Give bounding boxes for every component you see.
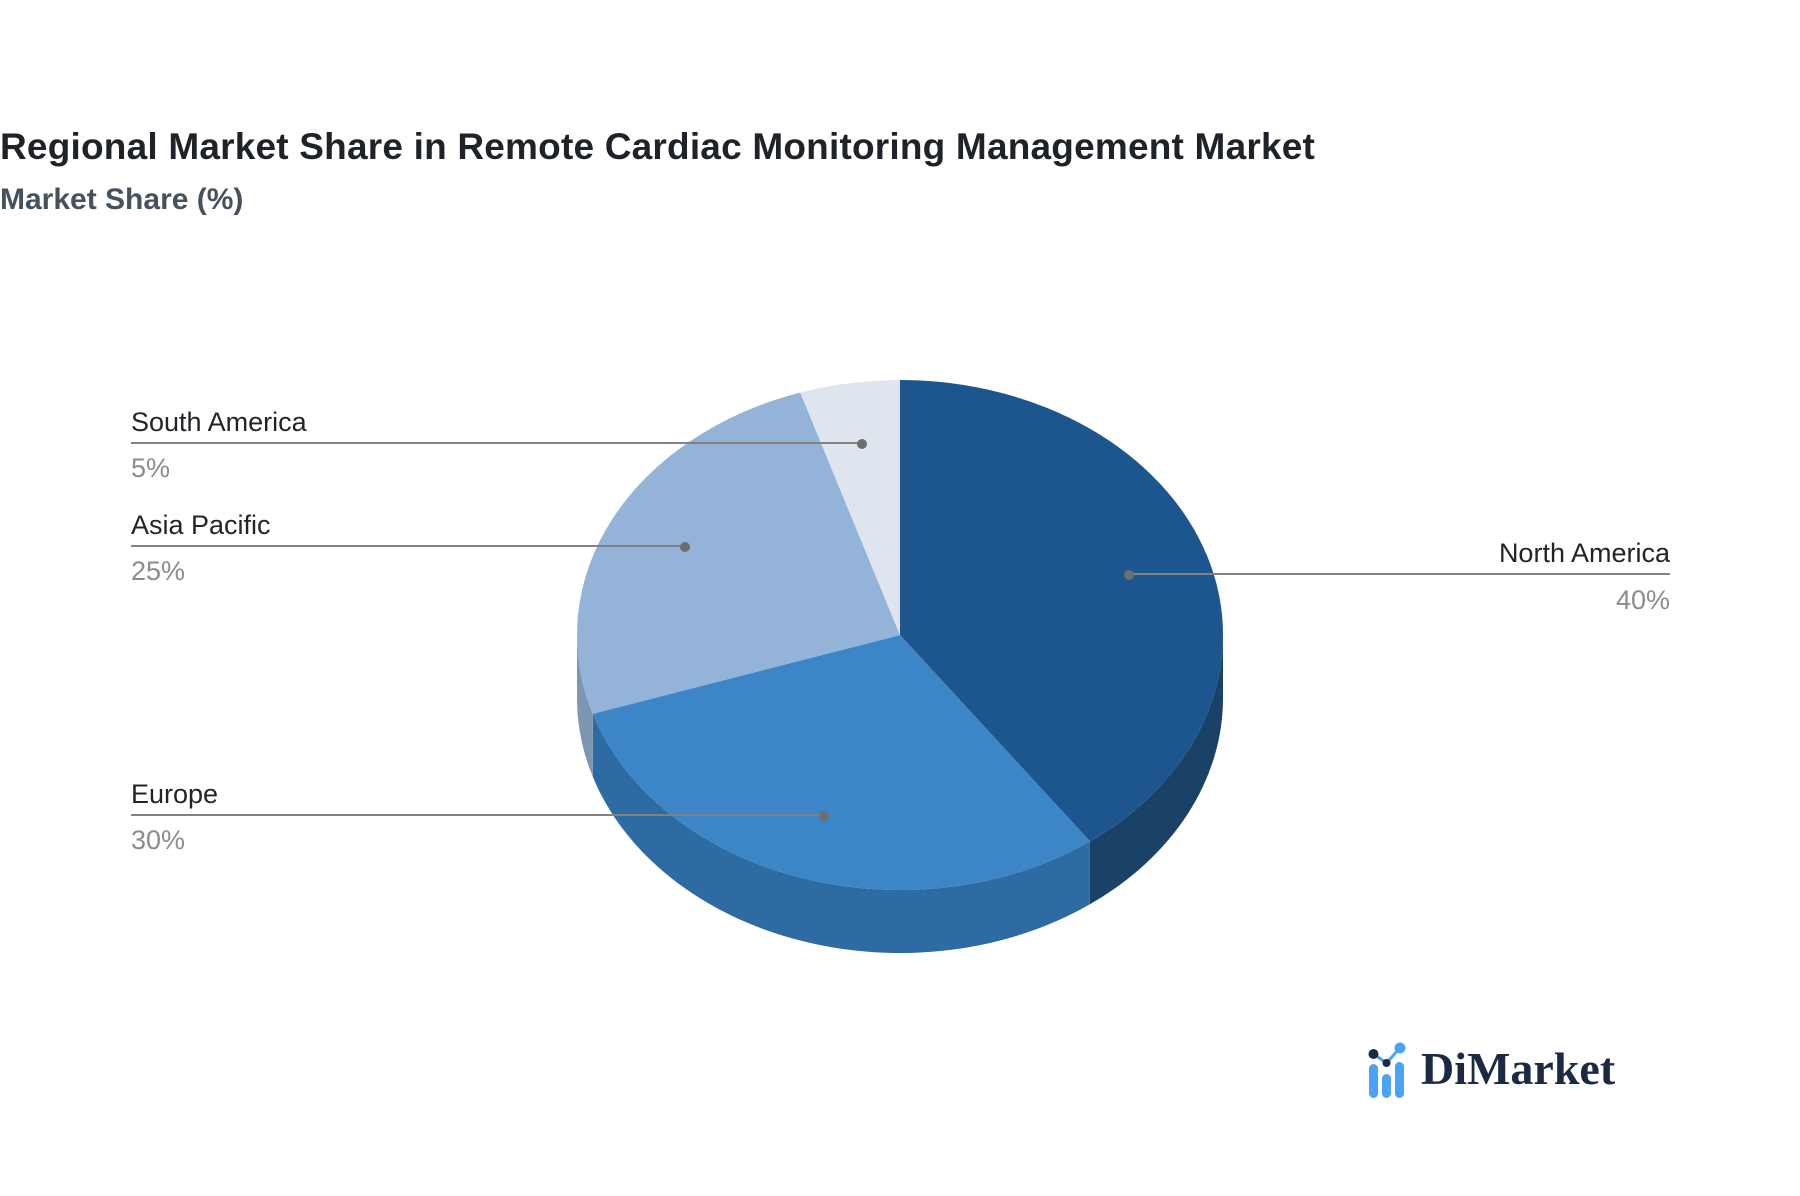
slice-label-south-america: South America [131,407,307,437]
slice-value-asia-pacific: 25% [131,556,186,586]
leader-line-asia-pacific [131,545,684,547]
slice-label-europe: Europe [131,779,219,809]
leader-dot-europe [819,811,829,821]
slice-value-europe: 30% [131,825,186,855]
slice-label-asia-pacific: Asia Pacific [131,510,271,540]
leader-dot-asia-pacific [680,542,690,552]
leader-dot-south-america [857,439,867,449]
dimarket-logo[interactable]: DiMarket [1366,1036,1615,1102]
dimarket-logo-text: DiMarket [1421,1043,1616,1094]
leader-dot-north-america [1124,570,1134,580]
slice-value-south-america: 5% [131,453,171,483]
slice-label-north-america: North America [1498,538,1670,568]
pie-3d-sides [577,635,1223,954]
slice-value-north-america: 40% [1615,585,1670,615]
leader-line-north-america [1129,573,1670,575]
pie-slice-side-europe [592,713,1090,954]
leader-line-europe [131,814,823,816]
pie-slice-europe[interactable] [592,635,1090,891]
pie-slice-side-asia-pacific [577,635,593,777]
bar-chart-with-trend-dots-icon [1368,1042,1406,1098]
chart-subtitle: Market Share (%) [0,183,244,216]
pie-slice-asia-pacific[interactable] [577,392,900,714]
pie-slice-side-north-america [1089,635,1223,905]
pie-slice-north-america[interactable] [900,380,1224,842]
leader-line-south-america [131,442,859,444]
chart-title: Regional Market Share in Remote Cardiac … [0,126,1316,167]
